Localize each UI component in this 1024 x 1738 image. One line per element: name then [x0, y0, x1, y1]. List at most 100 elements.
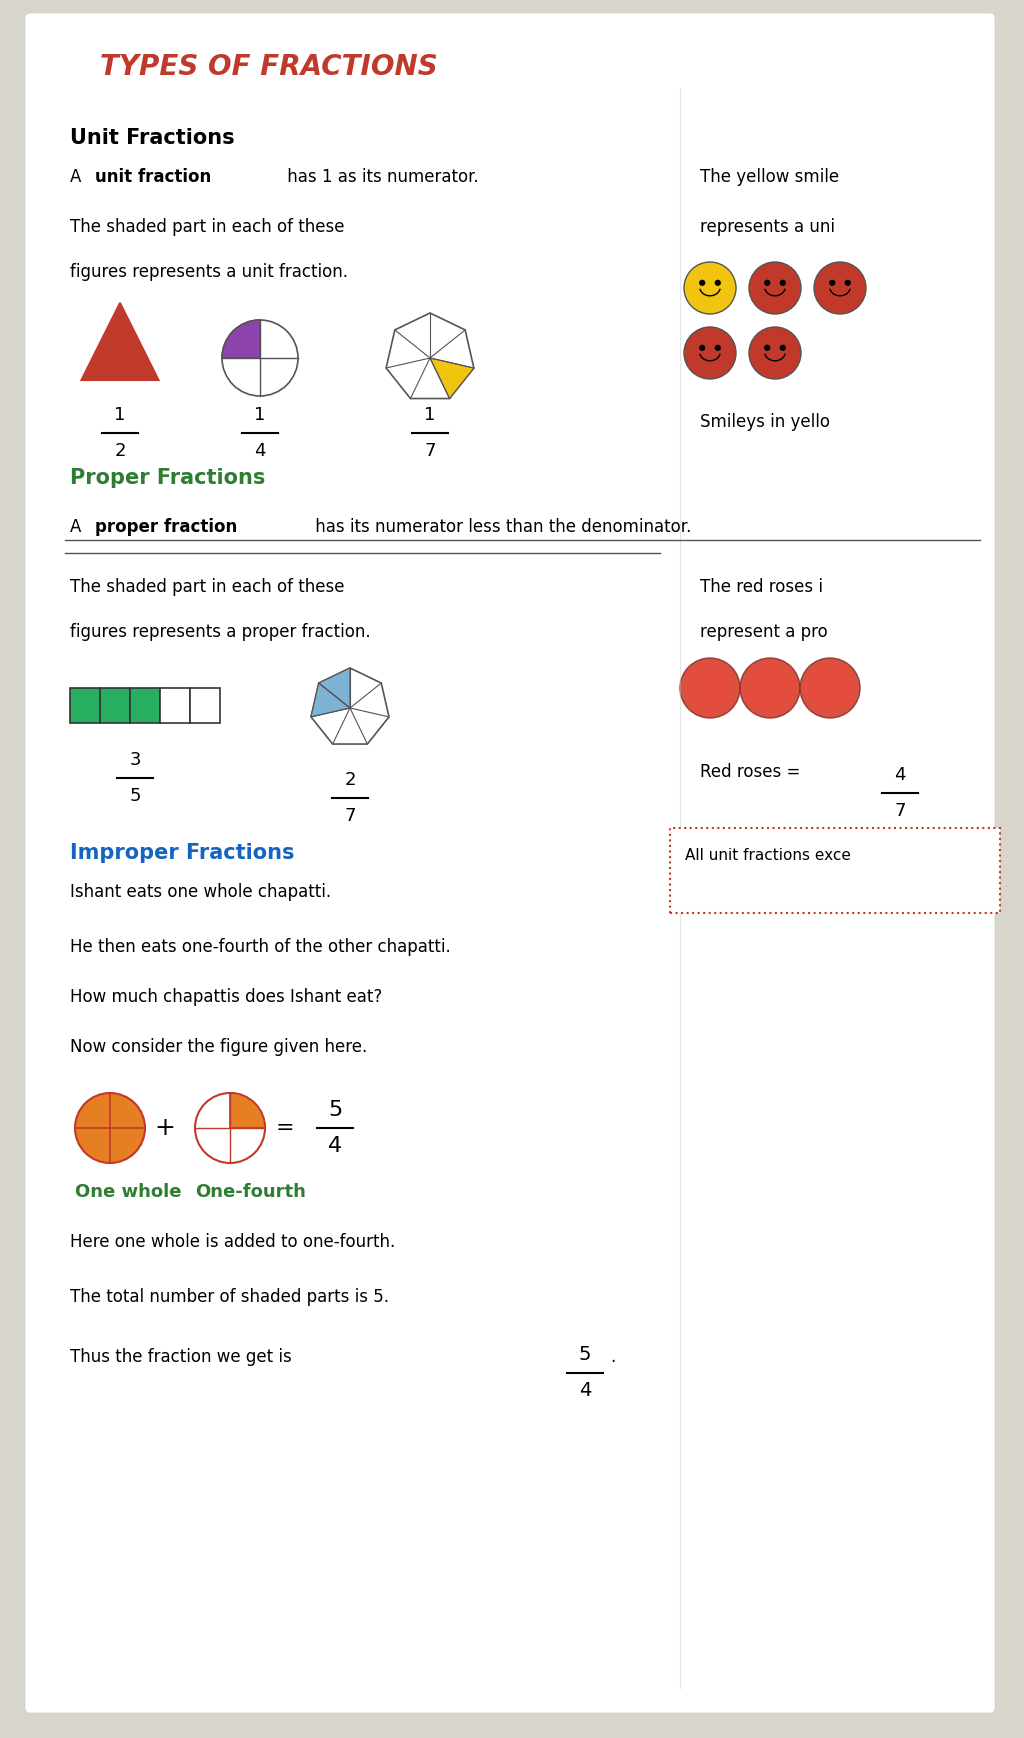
Circle shape	[745, 664, 773, 692]
Text: represents a uni: represents a uni	[700, 217, 835, 236]
Circle shape	[831, 674, 859, 702]
Circle shape	[771, 674, 799, 702]
Circle shape	[767, 664, 795, 692]
Circle shape	[814, 262, 866, 315]
Circle shape	[767, 685, 795, 713]
Circle shape	[800, 659, 860, 718]
Text: One whole: One whole	[75, 1184, 181, 1201]
Circle shape	[715, 280, 721, 287]
Polygon shape	[311, 683, 350, 716]
Text: A: A	[70, 169, 87, 186]
Text: 7: 7	[344, 806, 355, 826]
Circle shape	[680, 659, 740, 718]
Circle shape	[684, 327, 736, 379]
Circle shape	[681, 674, 709, 702]
Circle shape	[826, 685, 855, 713]
Polygon shape	[430, 358, 474, 398]
Text: 4: 4	[254, 441, 266, 461]
Text: Smileys in yello: Smileys in yello	[700, 414, 830, 431]
Circle shape	[696, 659, 724, 687]
Circle shape	[741, 674, 769, 702]
Text: Red roses =: Red roses =	[700, 763, 806, 780]
Bar	[160, 688, 190, 723]
Text: 7: 7	[424, 441, 436, 461]
Circle shape	[222, 320, 298, 396]
Bar	[70, 688, 100, 723]
Text: proper fraction: proper fraction	[95, 518, 238, 535]
Text: Unit Fractions: Unit Fractions	[70, 129, 234, 148]
Circle shape	[707, 664, 734, 692]
Circle shape	[756, 688, 784, 718]
Text: A: A	[70, 518, 87, 535]
Text: All unit fractions exce: All unit fractions exce	[685, 848, 851, 864]
Circle shape	[806, 664, 834, 692]
Text: TYPES OF FRACTIONS: TYPES OF FRACTIONS	[100, 52, 437, 82]
Text: Now consider the figure given here.: Now consider the figure given here.	[70, 1038, 368, 1057]
Text: 5: 5	[579, 1345, 591, 1364]
Text: 1: 1	[254, 407, 265, 424]
Polygon shape	[386, 313, 474, 398]
Text: The shaded part in each of these: The shaded part in each of these	[70, 217, 344, 236]
Circle shape	[707, 685, 734, 713]
Circle shape	[699, 280, 706, 287]
Text: .: .	[610, 1349, 615, 1366]
Bar	[100, 688, 130, 723]
Circle shape	[779, 280, 786, 287]
Text: +: +	[155, 1116, 175, 1140]
Text: Proper Fractions: Proper Fractions	[70, 468, 265, 488]
Text: unit fraction: unit fraction	[95, 169, 211, 186]
Circle shape	[711, 674, 739, 702]
Circle shape	[745, 685, 773, 713]
Text: The red roses i: The red roses i	[700, 579, 823, 596]
Text: 4: 4	[579, 1382, 591, 1401]
Circle shape	[826, 664, 855, 692]
Circle shape	[756, 659, 784, 687]
Circle shape	[685, 685, 714, 713]
Text: Ishant eats one whole chapatti.: Ishant eats one whole chapatti.	[70, 883, 331, 900]
Text: The total number of shaded parts is 5.: The total number of shaded parts is 5.	[70, 1288, 389, 1305]
Text: How much chapattis does Ishant eat?: How much chapattis does Ishant eat?	[70, 987, 382, 1006]
Circle shape	[749, 327, 801, 379]
Text: 4: 4	[894, 766, 906, 784]
Circle shape	[764, 344, 770, 351]
Text: 1: 1	[424, 407, 435, 424]
Circle shape	[749, 262, 801, 315]
Bar	[130, 688, 160, 723]
Text: 1: 1	[115, 407, 126, 424]
Text: figures represents a unit fraction.: figures represents a unit fraction.	[70, 262, 348, 282]
Circle shape	[195, 1093, 265, 1163]
Circle shape	[829, 280, 836, 287]
Wedge shape	[222, 320, 260, 358]
Text: has 1 as its numerator.: has 1 as its numerator.	[282, 169, 479, 186]
Circle shape	[75, 1093, 145, 1163]
Text: The shaded part in each of these: The shaded part in each of these	[70, 579, 344, 596]
Circle shape	[699, 344, 706, 351]
Text: Thus the fraction we get is: Thus the fraction we get is	[70, 1349, 297, 1366]
Circle shape	[779, 344, 786, 351]
Circle shape	[845, 280, 851, 287]
Circle shape	[740, 659, 800, 718]
Text: 7: 7	[894, 801, 906, 820]
Text: figures represents a proper fraction.: figures represents a proper fraction.	[70, 622, 371, 641]
Circle shape	[764, 280, 770, 287]
Text: Here one whole is added to one-fourth.: Here one whole is added to one-fourth.	[70, 1232, 395, 1251]
Circle shape	[684, 262, 736, 315]
Circle shape	[806, 685, 834, 713]
Text: 4: 4	[328, 1137, 342, 1156]
Wedge shape	[230, 1093, 265, 1128]
Text: =: =	[275, 1118, 294, 1138]
Text: He then eats one-fourth of the other chapatti.: He then eats one-fourth of the other cha…	[70, 939, 451, 956]
Text: 3: 3	[129, 751, 140, 768]
FancyBboxPatch shape	[25, 12, 995, 1714]
Polygon shape	[311, 667, 389, 744]
Text: 2: 2	[115, 441, 126, 461]
Polygon shape	[318, 667, 350, 707]
Text: The yellow smile: The yellow smile	[700, 169, 839, 186]
Polygon shape	[82, 302, 159, 381]
Text: represent a pro: represent a pro	[700, 622, 827, 641]
Circle shape	[801, 674, 829, 702]
Text: 5: 5	[328, 1100, 342, 1119]
Text: One-fourth: One-fourth	[195, 1184, 306, 1201]
Circle shape	[816, 659, 844, 687]
Circle shape	[685, 664, 714, 692]
